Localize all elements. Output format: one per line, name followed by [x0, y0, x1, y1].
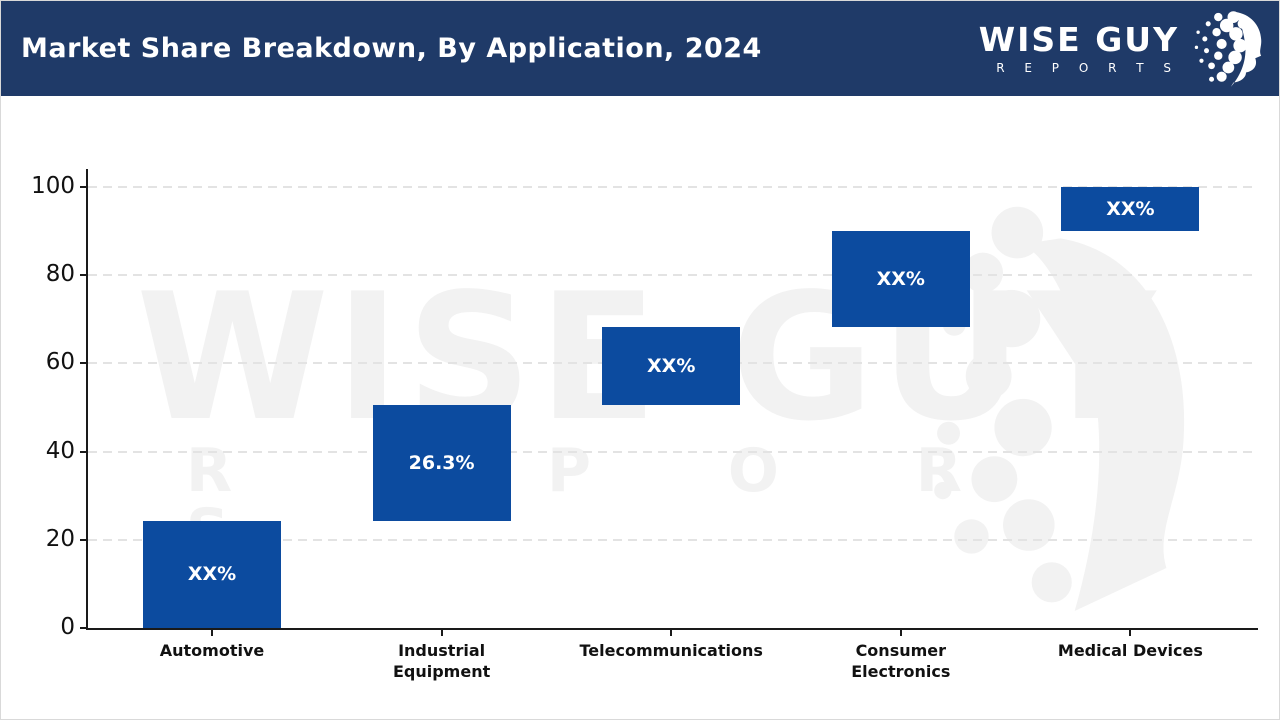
- y-axis-tickmark: [80, 450, 88, 453]
- gridline-y100: [88, 186, 1258, 188]
- bar-value-label: XX%: [647, 355, 696, 378]
- header-band: Market Share Breakdown, By Application, …: [1, 1, 1279, 96]
- y-axis-tickmark: [80, 538, 88, 541]
- y-axis-tick-label: 20: [45, 525, 75, 552]
- logo-wordmark-line2: R E P O R T S: [996, 61, 1179, 75]
- x-axis-tickmark: [440, 628, 443, 636]
- bar-telecommunications: XX%: [602, 327, 741, 405]
- x-axis-line: [86, 628, 1258, 630]
- y-axis-tick-label: 80: [45, 261, 75, 288]
- x-axis-tickmark: [899, 628, 902, 636]
- logo-wordmark: WISE GUY R E P O R T S: [979, 23, 1179, 74]
- gridline-y20: [88, 538, 1258, 541]
- bar-value-label: XX%: [187, 563, 237, 586]
- bar-value-label: XX%: [1106, 198, 1155, 221]
- bar-value-label: XX%: [876, 268, 925, 291]
- y-axis-tick-label: 40: [45, 437, 75, 464]
- logo-wordmark-line1: WISE GUY: [978, 20, 1179, 59]
- bar-industrial-equipment: 26.3%: [372, 404, 511, 521]
- bar-value-label: 26.3%: [408, 451, 475, 474]
- y-axis-tick-label: 0: [60, 614, 75, 640]
- wise-guy-reports-logo: WISE GUY R E P O R T S: [979, 7, 1279, 91]
- y-axis-tickmark: [80, 274, 88, 277]
- y-axis-tickmark: [80, 627, 88, 629]
- x-axis-category-label: Medical Devices: [1057, 641, 1203, 660]
- gridline-y80: [88, 274, 1258, 277]
- y-axis-line: [86, 169, 88, 630]
- x-axis-category-label: Industrial Equipment: [392, 641, 491, 681]
- x-axis-tickmark: [211, 628, 213, 636]
- bar-consumer-electronics: XX%: [831, 231, 970, 328]
- y-axis-tick-label: 60: [45, 349, 75, 376]
- x-axis-category-label: Automotive: [159, 641, 265, 660]
- x-axis-tickmark: [670, 628, 673, 636]
- gridline-y40: [88, 450, 1258, 453]
- y-axis-tickmark: [80, 362, 88, 365]
- watermark-face-icon: [934, 206, 1185, 611]
- bar-medical-devices: XX%: [1061, 187, 1200, 232]
- x-axis-category-label: Consumer Electronics: [851, 641, 951, 681]
- dotted-face-icon: [1194, 10, 1262, 87]
- y-axis-tickmark: [80, 186, 88, 188]
- chart-title: Market Share Breakdown, By Application, …: [21, 33, 762, 64]
- bar-automotive: XX%: [143, 520, 281, 628]
- y-axis-tick-label: 100: [31, 173, 75, 199]
- x-axis-category-label: Telecommunications: [579, 641, 763, 660]
- x-axis-tickmark: [1129, 628, 1132, 636]
